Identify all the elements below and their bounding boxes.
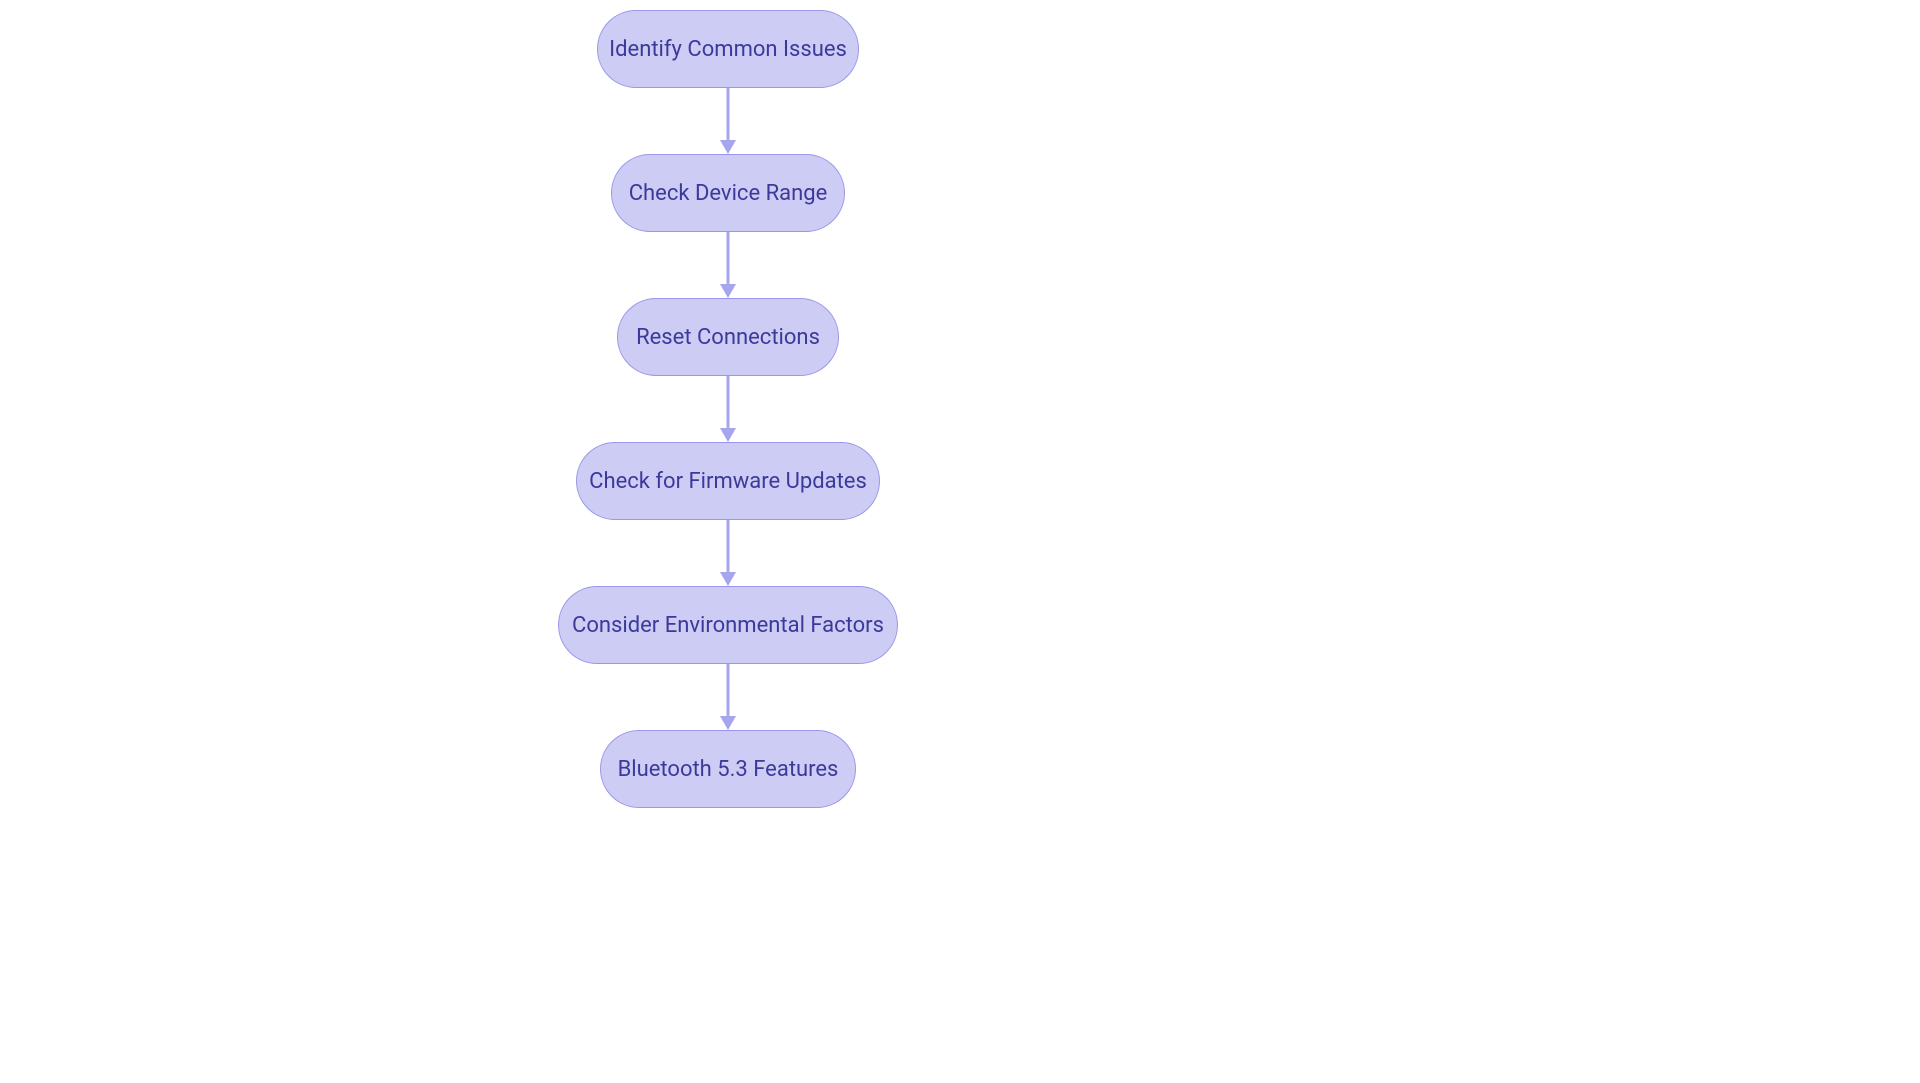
- flowchart-edge: [727, 232, 730, 284]
- arrow-head-icon: [720, 572, 736, 586]
- node-label: Consider Environmental Factors: [572, 613, 884, 638]
- flowchart-node: Reset Connections: [617, 298, 839, 376]
- flowchart-container: Identify Common Issues Check Device Range…: [0, 0, 1920, 1083]
- node-label: Bluetooth 5.3 Features: [618, 757, 839, 782]
- flowchart-node: Consider Environmental Factors: [558, 586, 898, 664]
- node-label: Check Device Range: [629, 181, 828, 206]
- flowchart-edge: [727, 520, 730, 572]
- flowchart-edge: [727, 664, 730, 716]
- flowchart-node: Check Device Range: [611, 154, 845, 232]
- flowchart-edge: [727, 376, 730, 428]
- arrow-head-icon: [720, 140, 736, 154]
- arrow-head-icon: [720, 716, 736, 730]
- arrow-head-icon: [720, 284, 736, 298]
- node-label: Reset Connections: [636, 325, 820, 350]
- flowchart-node: Bluetooth 5.3 Features: [600, 730, 856, 808]
- arrow-head-icon: [720, 428, 736, 442]
- flowchart-edge: [727, 88, 730, 140]
- node-label: Identify Common Issues: [609, 37, 847, 62]
- node-label: Check for Firmware Updates: [589, 469, 867, 494]
- flowchart-node: Identify Common Issues: [597, 10, 859, 88]
- flowchart-node: Check for Firmware Updates: [576, 442, 880, 520]
